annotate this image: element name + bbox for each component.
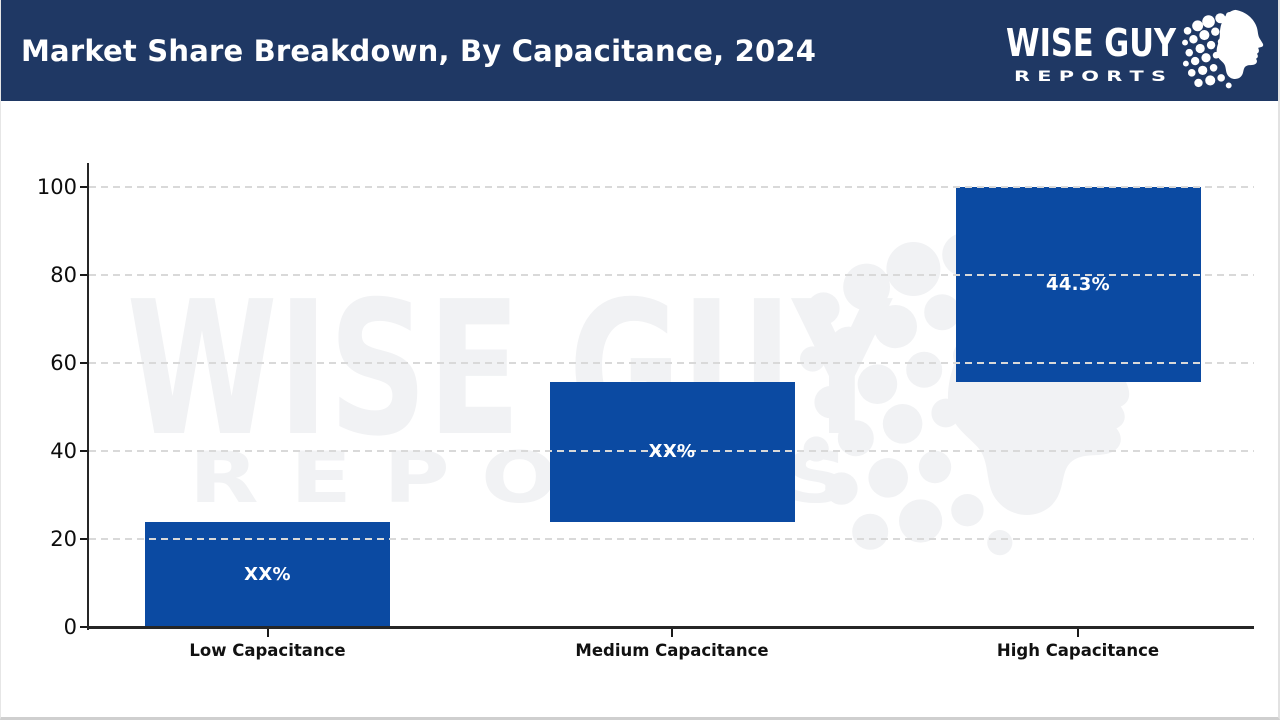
x-tick-medium-capacitance [671, 629, 673, 637]
y-tick-20 [80, 537, 89, 540]
y-tick-label-60: 60 [50, 350, 77, 375]
x-tick-low-capacitance [266, 629, 269, 637]
y-tick-label-100: 100 [36, 174, 77, 199]
y-tick-100 [80, 185, 89, 188]
chart-plot-area: XX% XX% 44.3% 0 20 40 60 80 100 Low Capacitance Me… [1, 101, 1278, 717]
y-tick-0 [80, 626, 89, 628]
x-axis-line [87, 626, 1254, 629]
bar-value-label-high-capacitance: 44.3% [1046, 273, 1110, 295]
y-axis-line [87, 163, 89, 630]
gridline-y-80 [89, 273, 1254, 276]
bar-value-label-medium-capacitance: XX% [648, 441, 696, 463]
logo-text-wiseguy: WISE GUY [1006, 21, 1176, 65]
y-tick-label-20: 20 [50, 526, 77, 551]
gridline-y-100 [89, 185, 1254, 188]
gridline-y-20 [89, 537, 1254, 540]
logo-face-dots-icon [1182, 9, 1264, 88]
y-tick-40 [80, 449, 89, 452]
y-tick-label-80: 80 [50, 262, 77, 287]
y-tick-label-0: 0 [63, 615, 77, 639]
x-tick-high-capacitance [1077, 629, 1079, 637]
x-category-label-medium-capacitance: Medium Capacitance [575, 641, 769, 660]
bar-value-label-low-capacitance: XX% [244, 563, 291, 585]
header-bar: Market Share Breakdown, By Capacitance, … [1, 0, 1278, 101]
x-category-label-high-capacitance: High Capacitance [996, 641, 1160, 660]
gridline-y-60 [89, 361, 1254, 364]
y-tick-80 [80, 273, 89, 276]
page-title: Market Share Breakdown, By Capacitance, … [21, 33, 817, 68]
y-tick-60 [80, 361, 89, 364]
wiseguy-logo: WISE GUY R E P O R T S [1006, 9, 1264, 88]
logo-text-reports: R E P O R T S [1014, 69, 1166, 85]
y-tick-label-40: 40 [50, 438, 77, 463]
gridline-y-40 [89, 449, 1254, 452]
x-category-label-low-capacitance: Low Capacitance [189, 641, 346, 660]
